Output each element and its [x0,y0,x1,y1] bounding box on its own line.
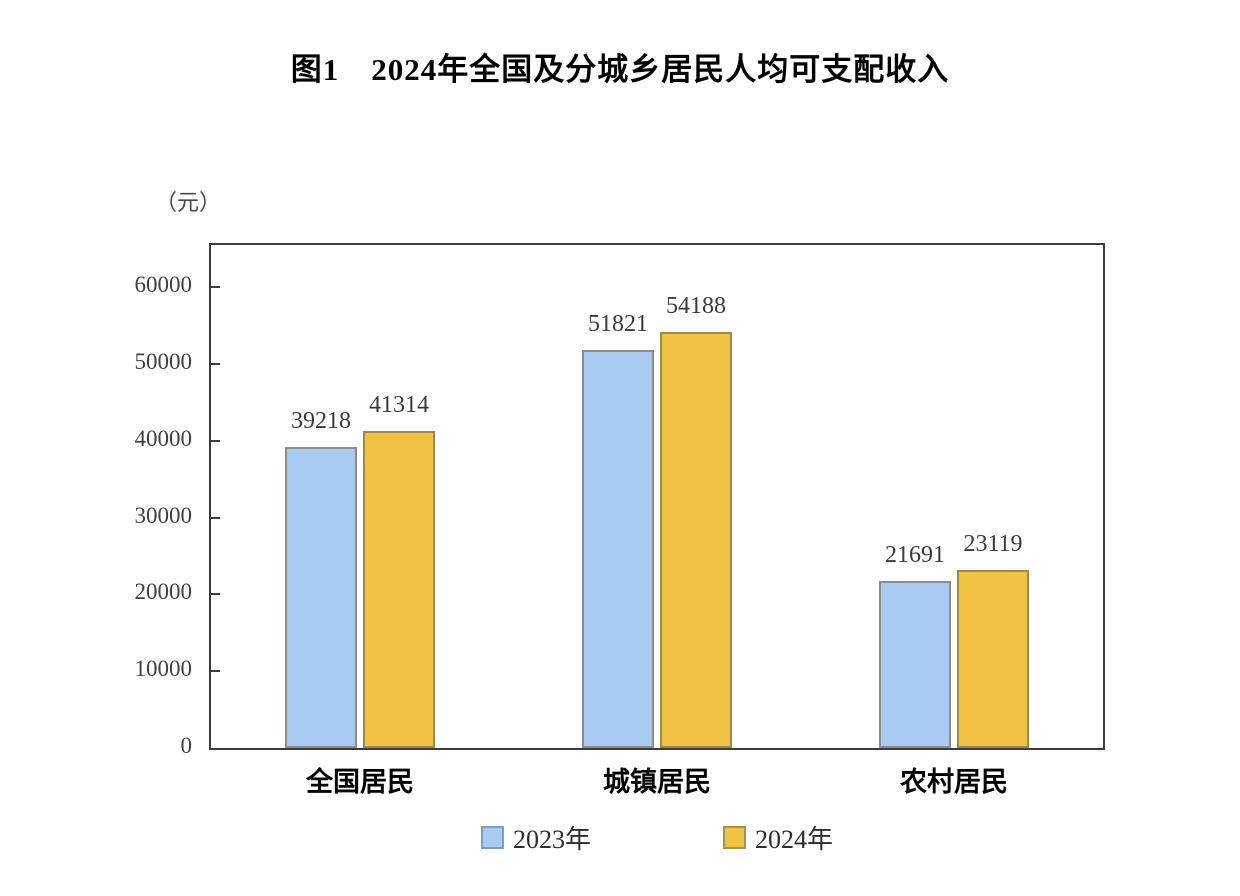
y-tick-mark [211,363,220,366]
y-tick-mark [211,439,220,442]
legend: 2023年 2024年 [481,819,833,856]
legend-swatch-2024-icon [723,826,747,849]
value-label: 23119 [963,531,1023,557]
value-label: 39218 [291,408,351,434]
value-label: 41314 [369,392,429,418]
y-tick-label: 10000 [134,656,193,682]
y-tick-label: 20000 [134,579,193,605]
y-tick-label: 30000 [134,502,193,528]
x-axis-label-urban: 城镇居民 [603,767,711,797]
y-tick-mark [211,670,220,673]
value-label: 51821 [588,311,648,337]
value-label: 54188 [666,293,726,319]
y-tick-label: 40000 [134,425,193,451]
y-tick-label: 60000 [134,272,193,298]
y-tick-label: 50000 [134,349,193,375]
x-axis-label-rural: 农村居民 [900,767,1008,797]
chart-title: 图1 2024年全国及分城乡居民人均可支配收入 [290,52,950,87]
y-tick-mark [211,286,220,289]
y-tick-label: 0 [180,733,193,758]
legend-label-2023: 2023年 [513,825,592,854]
bar-2023-group1 [582,350,654,748]
y-axis-unit-label: （元） [155,190,222,215]
legend-label-2024: 2024年 [755,825,834,854]
bar-2023-group2 [879,581,951,748]
plot-area: 39218 41314 51821 54188 21691 23119 [209,243,1105,750]
bar-2023-group0 [285,447,357,748]
value-label: 21691 [885,542,945,568]
legend-item-2024: 2024年 [723,819,833,856]
y-tick-mark [211,516,220,519]
bar-2024-group0 [363,431,435,748]
x-axis-label-national: 全国居民 [306,767,414,797]
legend-swatch-2023-icon [481,826,504,849]
y-tick-mark [211,593,220,596]
bar-2024-group2 [957,570,1029,748]
legend-item-2023: 2023年 [481,819,591,856]
bar-2024-group1 [660,332,732,748]
